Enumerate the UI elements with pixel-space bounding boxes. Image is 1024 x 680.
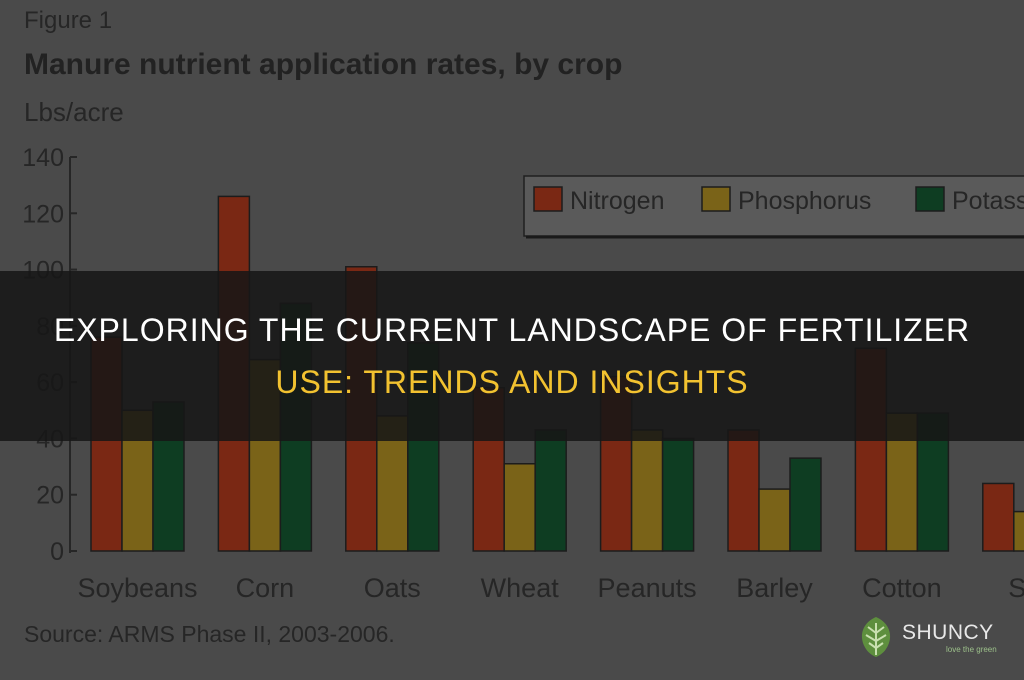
bar-phosphorus: [758, 488, 791, 552]
legend-label-phosphorus: Phosphorus: [738, 187, 871, 215]
bar-phosphorus: [503, 463, 536, 552]
legend-swatch-potass: [915, 186, 945, 212]
x-category-label: Wheat: [481, 573, 560, 603]
bar-phosphorus: [630, 429, 664, 552]
watermark-tagline: love the green: [946, 644, 997, 654]
legend-label-potass: Potass: [952, 187, 1024, 215]
title-banner: EXPLORING THE CURRENT LANDSCAPE OF FERTI…: [0, 271, 1024, 441]
watermark-name: SHUNCY: [902, 620, 994, 644]
y-axis-label: Lbs/acre: [24, 97, 124, 127]
figure-label: Figure 1: [24, 7, 112, 34]
bar-potass: [789, 457, 822, 552]
x-category-label: Corn: [236, 573, 295, 603]
y-tick-label: 0: [50, 538, 64, 566]
x-category-label: Soybeans: [77, 573, 197, 603]
y-tick-label: 140: [22, 144, 64, 172]
x-category-label: Oats: [364, 573, 421, 603]
bar-potass: [661, 437, 695, 552]
chart-title: Manure nutrient application rates, by cr…: [24, 48, 622, 81]
x-category-label: Cotton: [862, 573, 942, 603]
y-tick-label: 120: [22, 200, 64, 228]
legend: Nitrogen Phosphorus Potass: [523, 175, 1024, 239]
y-tick-label: 20: [36, 482, 64, 510]
banner-title-line-2: USE: TRENDS AND INSIGHTS: [275, 364, 749, 400]
x-category-label: Sor: [1008, 573, 1024, 603]
x-category-label: Peanuts: [598, 573, 697, 603]
leaf-logo-icon: [861, 617, 891, 657]
banner-title-line-1: EXPLORING THE CURRENT LANDSCAPE OF FERTI…: [53, 312, 971, 348]
legend-swatch-nitrogen: [533, 186, 563, 212]
x-category-label: Barley: [736, 573, 813, 603]
watermark: SHUNCY love the green: [856, 612, 997, 662]
bar-nitrogen: [727, 429, 760, 552]
legend-swatch-phosphorus: [701, 186, 731, 212]
source-note: Source: ARMS Phase II, 2003-2006.: [24, 621, 395, 647]
bar-potass: [534, 429, 567, 552]
bar-phosphorus: [1013, 510, 1024, 552]
legend-label-nitrogen: Nitrogen: [570, 187, 665, 215]
bar-nitrogen: [982, 482, 1015, 552]
